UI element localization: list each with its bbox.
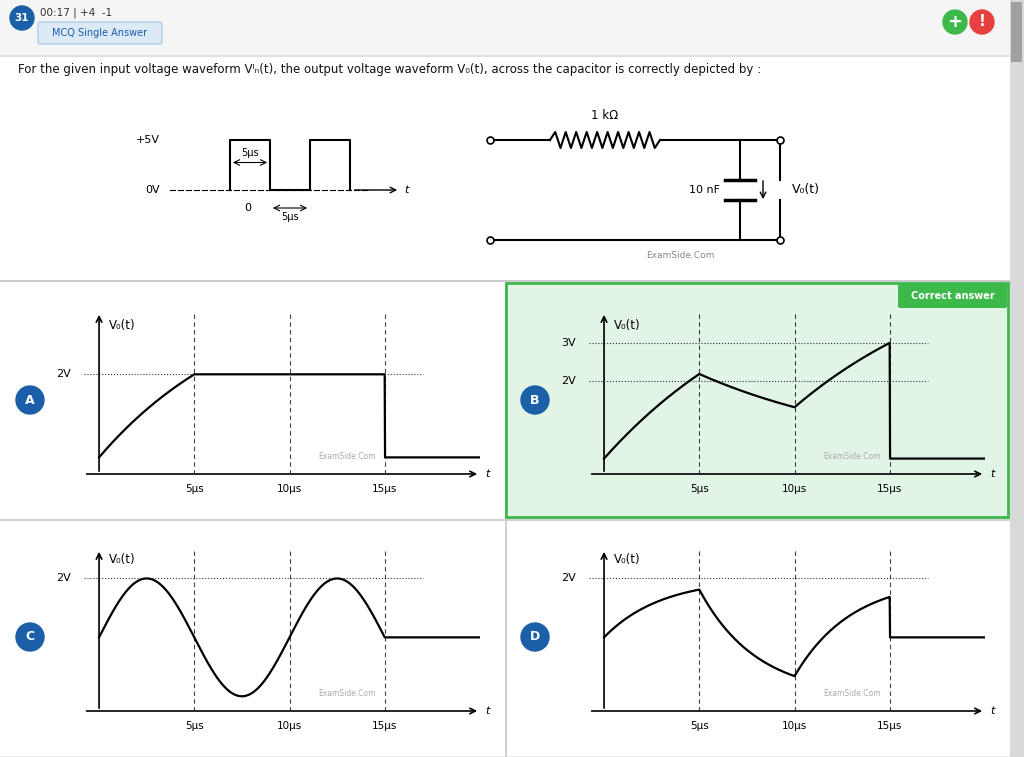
Text: t: t [404, 185, 409, 195]
Text: ExamSide.Com: ExamSide.Com [317, 452, 376, 461]
Text: ExamSide.Com: ExamSide.Com [317, 689, 376, 698]
Text: 10μs: 10μs [782, 721, 807, 731]
FancyBboxPatch shape [898, 284, 1007, 308]
Text: V₀(t): V₀(t) [792, 183, 820, 197]
Text: 2V: 2V [561, 376, 575, 386]
Text: 1 kΩ: 1 kΩ [592, 109, 618, 122]
Text: +5V: +5V [136, 135, 160, 145]
Text: t: t [990, 706, 995, 716]
Bar [505, 282, 1010, 519]
Text: 0V: 0V [145, 185, 160, 195]
Bar [0, 0, 1010, 280]
Text: 5μs: 5μs [282, 212, 299, 222]
Text: 00:17 | +4  -1: 00:17 | +4 -1 [40, 8, 112, 18]
Text: V₀(t): V₀(t) [613, 553, 640, 566]
Text: C: C [26, 631, 35, 643]
Circle shape [521, 623, 549, 651]
Circle shape [16, 386, 44, 414]
Text: ExamSide.Com: ExamSide.Com [646, 251, 714, 260]
Text: 10μs: 10μs [782, 484, 807, 494]
Text: Correct answer: Correct answer [910, 291, 994, 301]
Bar [0, 0, 1010, 55]
Text: D: D [529, 631, 540, 643]
Text: +: + [947, 13, 963, 31]
Text: t: t [485, 706, 490, 716]
Text: A: A [26, 394, 35, 407]
Bar [505, 519, 1010, 756]
Text: V₀(t): V₀(t) [109, 319, 135, 332]
Text: 31: 31 [14, 13, 30, 23]
Text: 2V: 2V [561, 574, 575, 584]
Circle shape [943, 10, 967, 34]
Text: 5μs: 5μs [185, 484, 204, 494]
Bar [0, 282, 505, 519]
Text: !: ! [979, 14, 985, 30]
Text: 10μs: 10μs [276, 484, 302, 494]
Text: 5μs: 5μs [690, 484, 709, 494]
Text: t: t [485, 469, 490, 479]
Circle shape [16, 623, 44, 651]
Text: 2V: 2V [55, 574, 71, 584]
Bar [1010, 0, 1024, 757]
Bar [0, 280, 1010, 282]
Text: 3V: 3V [561, 338, 575, 348]
Text: 15μs: 15μs [878, 721, 902, 731]
Bar [0, 519, 505, 756]
Circle shape [970, 10, 994, 34]
Text: MCQ Single Answer: MCQ Single Answer [52, 28, 147, 38]
Text: B: B [530, 394, 540, 407]
Text: For the given input voltage waveform Vᴵₙ(t), the output voltage waveform V₀(t), : For the given input voltage waveform Vᴵₙ… [18, 64, 761, 76]
Text: 15μs: 15μs [878, 484, 902, 494]
Text: V₀(t): V₀(t) [613, 319, 640, 332]
Circle shape [521, 386, 549, 414]
Bar [506, 283, 1008, 517]
Text: 0: 0 [245, 203, 252, 213]
Text: 5μs: 5μs [242, 148, 259, 157]
Text: 5μs: 5μs [185, 721, 204, 731]
FancyBboxPatch shape [38, 22, 162, 44]
Bar [0, 55, 1010, 57]
Bar [505, 282, 507, 757]
Text: 10 nF: 10 nF [689, 185, 720, 195]
Text: 5μs: 5μs [690, 721, 709, 731]
Text: 15μs: 15μs [372, 484, 397, 494]
Bar [1011, 2, 1022, 62]
Circle shape [10, 6, 34, 30]
Text: 10μs: 10μs [276, 721, 302, 731]
Text: ExamSide.Com: ExamSide.Com [823, 689, 881, 698]
Text: t: t [990, 469, 995, 479]
Text: 15μs: 15μs [372, 721, 397, 731]
Text: 2V: 2V [55, 369, 71, 379]
Text: ExamSide.Com: ExamSide.Com [823, 452, 881, 461]
Bar [0, 519, 1010, 521]
Text: V₀(t): V₀(t) [109, 553, 135, 566]
